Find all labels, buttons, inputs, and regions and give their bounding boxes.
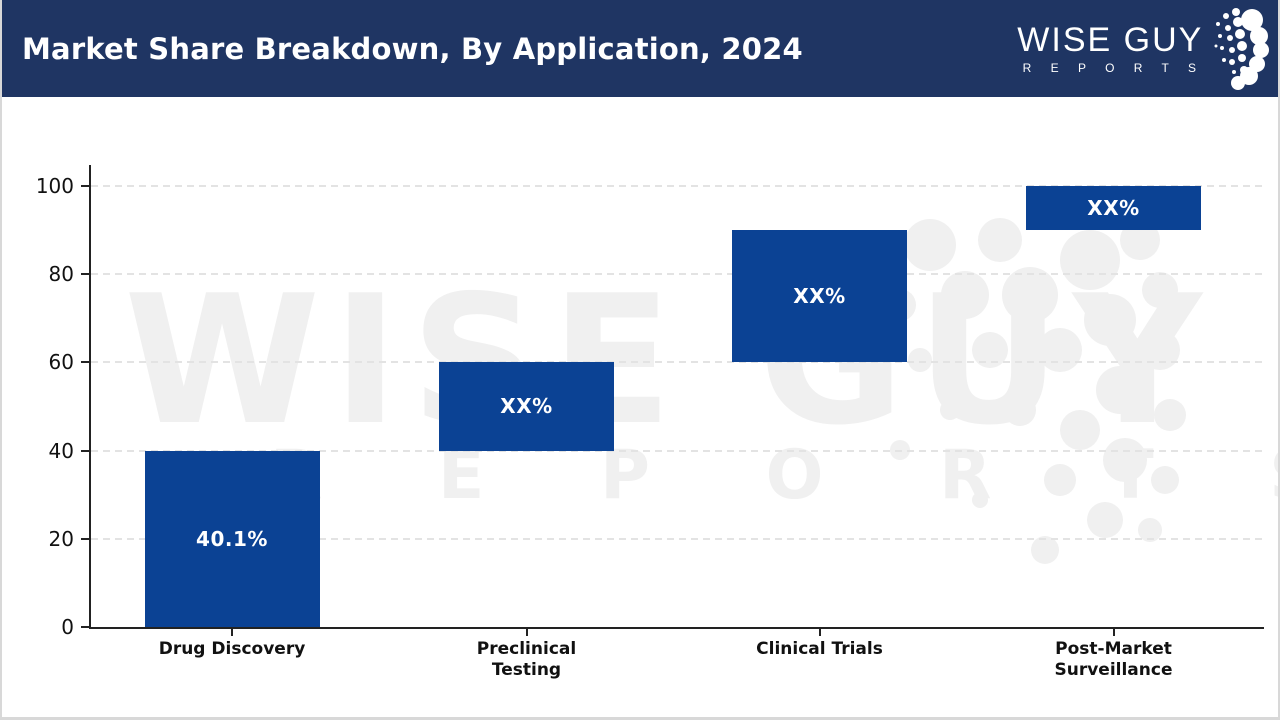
y-tick-mark-20	[81, 537, 89, 540]
watermark-head-icon	[884, 218, 1186, 564]
gridline-80	[91, 273, 1264, 276]
x-axis-line	[89, 627, 1264, 629]
bar-value-label-4: XX%	[1087, 196, 1140, 221]
logo-subtitle: R E P O R T S	[1022, 61, 1204, 75]
wise-guy-logo: WISE GUY R E P O R T S	[1017, 6, 1278, 91]
gridline-60	[91, 361, 1264, 364]
bar-3: XX%	[732, 230, 907, 363]
header-bar: Market Share Breakdown, By Application, …	[2, 0, 1278, 97]
y-tick-mark-0	[81, 626, 89, 628]
x-tick-mark-2	[525, 629, 528, 636]
y-tick-mark-60	[81, 361, 89, 364]
x-category-label-2: Preclinical Testing	[476, 639, 577, 680]
y-tick-mark-100	[81, 185, 89, 187]
bar-2: XX%	[439, 362, 614, 451]
y-tick-mark-80	[81, 273, 89, 276]
gridline-100	[91, 185, 1264, 187]
bar-value-label-2: XX%	[500, 394, 553, 419]
x-category-label-4: Post-Market Surveillance	[1054, 639, 1173, 680]
bar-4: XX%	[1026, 186, 1201, 231]
y-tick-label-60: 60	[48, 350, 74, 375]
gridline-40	[91, 449, 1264, 452]
bar-value-label-3: XX%	[793, 284, 846, 309]
y-tick-mark-40	[81, 449, 89, 452]
bar-1: 40.1%	[144, 450, 320, 627]
x-tick-mark-3	[818, 629, 821, 636]
logo-head-icon	[1214, 8, 1269, 90]
gridline-20	[91, 537, 1264, 540]
y-tick-label-0: 0	[61, 615, 74, 639]
logo-text: WISE GUY R E P O R T S	[1017, 22, 1204, 75]
y-tick-label-80: 80	[48, 262, 74, 287]
x-category-label-1: Drug Discovery	[158, 639, 306, 659]
y-tick-label-20: 20	[48, 526, 74, 551]
x-tick-mark-1	[231, 629, 233, 636]
page-title: Market Share Breakdown, By Application, …	[22, 31, 803, 66]
logo-name: WISE GUY	[1017, 21, 1204, 59]
bar-value-label-1: 40.1%	[196, 526, 268, 551]
y-tick-label-40: 40	[48, 438, 74, 463]
x-tick-mark-4	[1112, 629, 1115, 636]
y-axis-line	[89, 165, 91, 629]
x-category-label-3: Clinical Trials	[756, 639, 883, 659]
y-tick-label-100: 100	[35, 174, 74, 198]
